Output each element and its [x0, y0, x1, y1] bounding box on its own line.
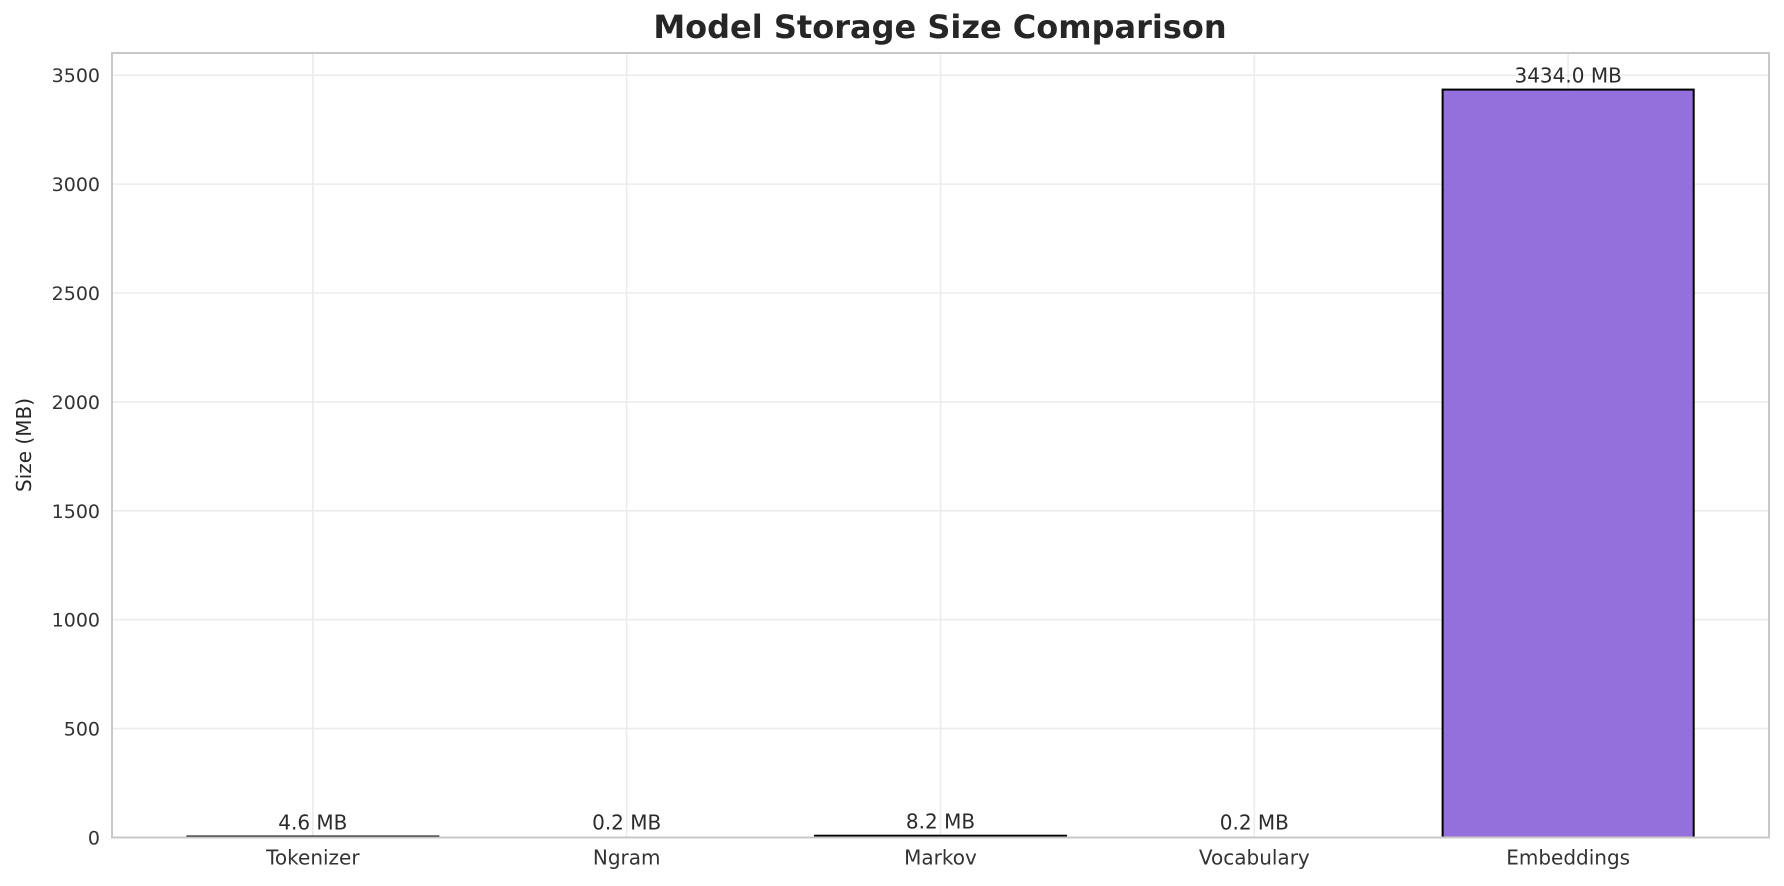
y-tick-label: 0 [88, 828, 100, 850]
x-tick-label-tokenizer: Tokenizer [265, 846, 360, 870]
bar-value-label-markov: 8.2 MB [906, 810, 975, 834]
x-tick-label-embeddings: Embeddings [1506, 846, 1630, 870]
plot-frame [111, 52, 1770, 839]
x-tick-label-markov: Markov [904, 846, 977, 870]
x-tick-label-ngram: Ngram [593, 846, 661, 870]
bar-value-label-vocabulary: 0.2 MB [1220, 811, 1289, 835]
y-tick-label: 3000 [52, 174, 100, 196]
y-tick-label: 500 [64, 719, 100, 741]
y-tick-label: 1500 [52, 501, 100, 523]
y-tick-label: 1000 [52, 610, 100, 632]
bar-value-label-embeddings: 3434.0 MB [1514, 64, 1621, 88]
x-tick-label-vocabulary: Vocabulary [1199, 846, 1310, 870]
chart-title: Model Storage Size Comparison [653, 8, 1227, 46]
y-tick-label: 2000 [52, 392, 100, 414]
bar-embeddings [1441, 88, 1695, 839]
bar-value-label-ngram: 0.2 MB [592, 811, 661, 835]
bar-value-label-tokenizer: 4.6 MB [278, 810, 347, 834]
y-tick-label: 2500 [52, 283, 100, 305]
y-tick-label: 3500 [52, 65, 100, 87]
